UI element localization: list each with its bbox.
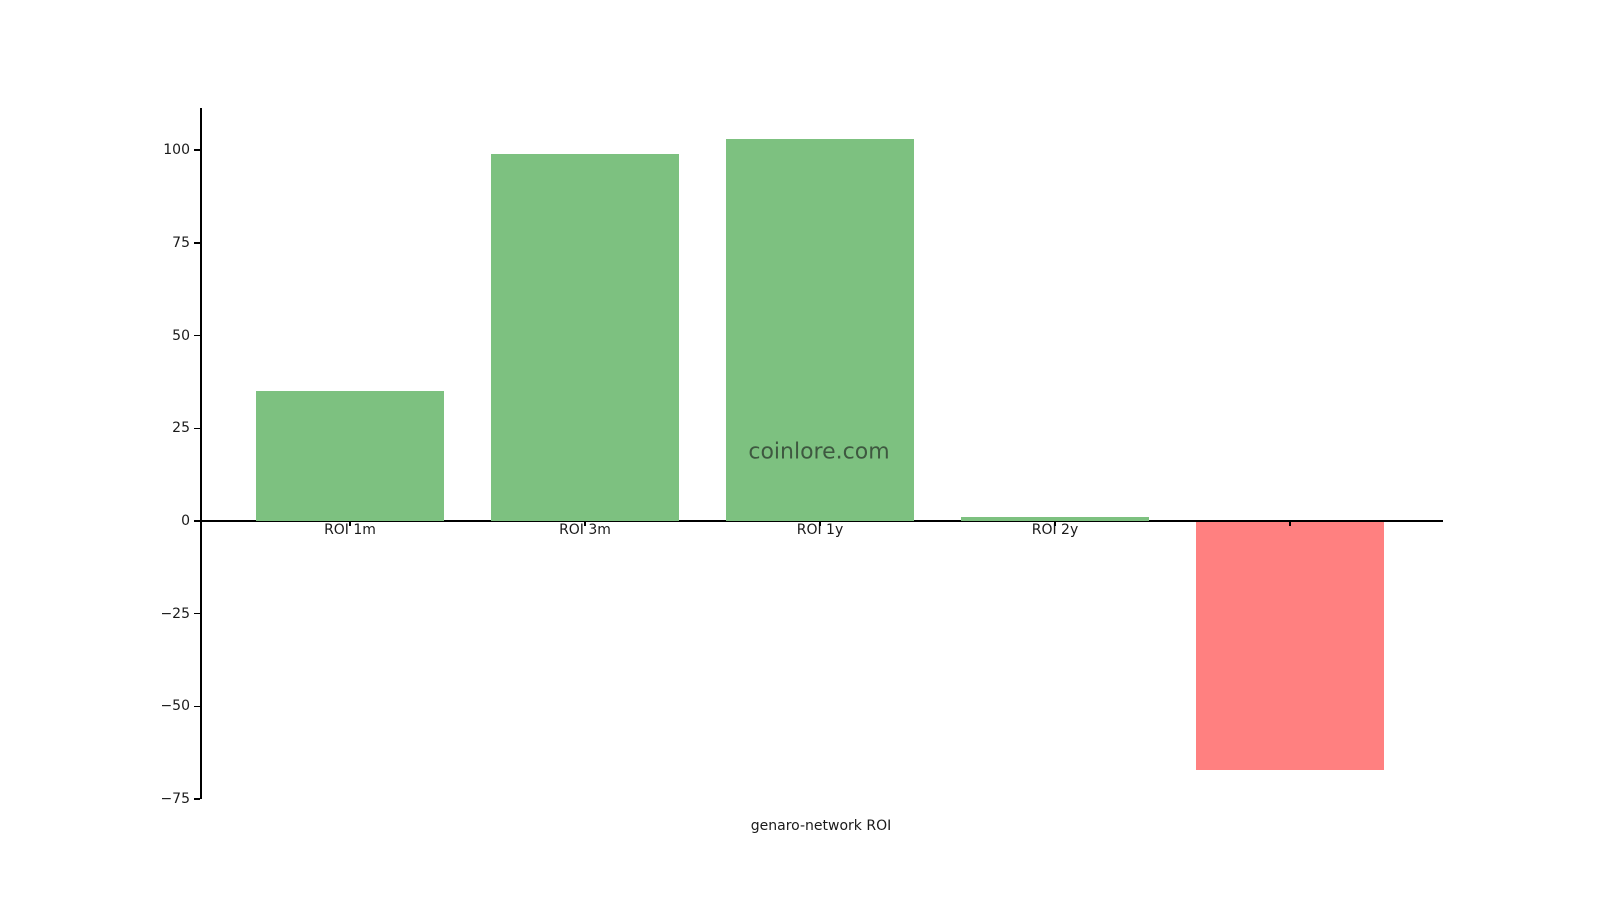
y-tick-mark [194,705,200,708]
x-tick-mark [819,521,821,526]
x-axis-line [200,520,1443,522]
y-tick-label: −50 [160,698,190,715]
y-tick-label: 50 [172,327,190,344]
y-tick-mark [194,520,200,522]
x-tick-mark [1054,521,1056,526]
y-tick-label: −25 [160,605,190,622]
x-tick-label: ROI 1m [324,522,376,538]
y-tick-mark [194,427,200,430]
chart-title: genaro-network ROI [750,818,892,834]
bar-negative [1196,521,1384,771]
y-tick-mark [194,242,200,244]
watermark-text: coinlore.com [748,439,890,465]
y-tick-mark [194,149,200,151]
x-tick-label: ROI 1y [796,522,844,538]
y-axis-line [200,108,202,799]
y-tick-label: 25 [172,420,190,437]
x-tick-label: ROI 2y [1031,522,1079,538]
y-tick-label: 100 [163,142,190,159]
y-tick-label: 75 [172,234,190,251]
x-tick-label: ROI 3m [559,522,611,538]
y-tick-mark [194,334,200,337]
y-tick-mark [194,798,200,800]
bar-roi-1y [726,139,914,521]
bar-roi-3m [491,153,679,521]
bar-roi-1m [256,391,444,521]
y-tick-mark [194,612,200,615]
y-tick-label: 0 [181,513,190,529]
x-tick-mark [349,521,351,526]
y-tick-label: −75 [160,791,190,808]
x-tick-mark [1289,521,1291,526]
x-tick-mark [584,521,586,526]
bar-roi-2y [961,517,1149,521]
